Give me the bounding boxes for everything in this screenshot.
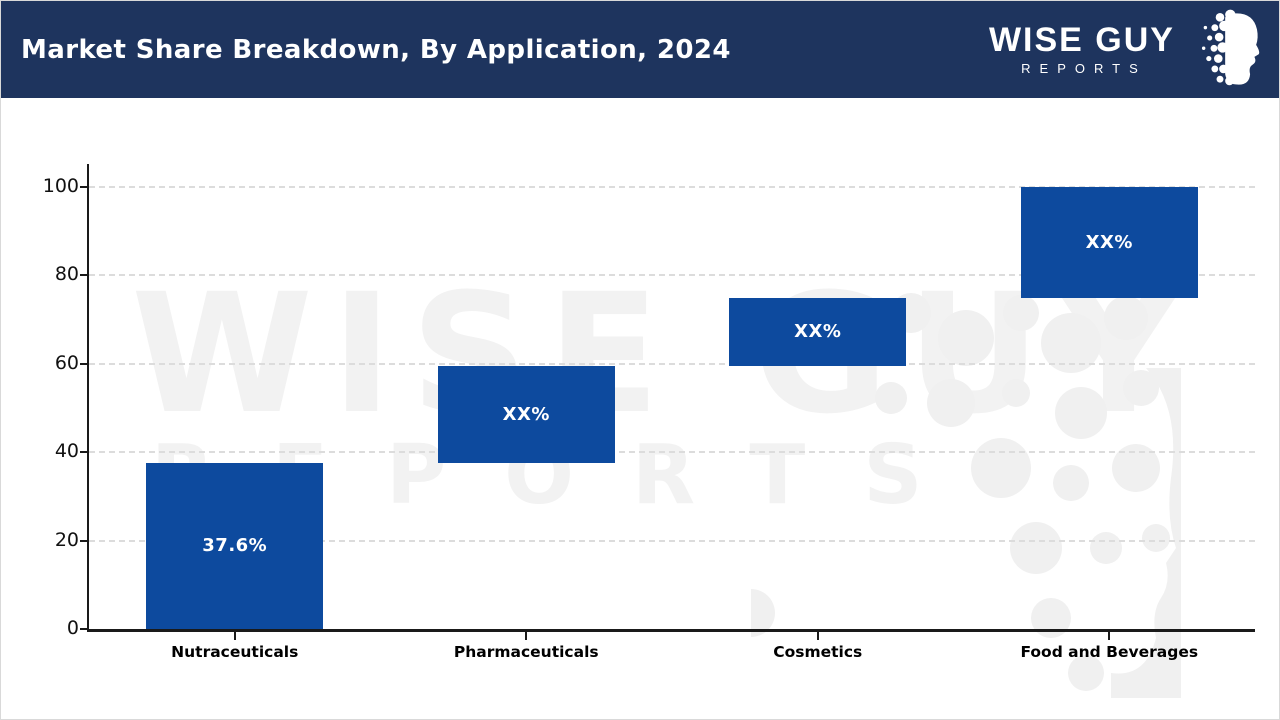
x-axis-label-1: Pharmaceuticals [453, 643, 599, 661]
y-tick-60 [80, 362, 88, 365]
gridline-20 [89, 539, 1255, 542]
wiseguy-logo: WISE GUY REPORTS [989, 8, 1263, 92]
gridline-80 [89, 274, 1255, 277]
bar-value-label: 37.6% [202, 535, 268, 557]
gridline-100 [89, 186, 1255, 188]
x-tick-1 [525, 632, 528, 640]
y-tick-label-0: 0 [66, 617, 79, 639]
x-tick-2 [816, 632, 819, 640]
gridline-40 [89, 451, 1255, 454]
x-axis-label-3: Food and Beverages [1020, 643, 1199, 661]
logo-face-icon [1201, 9, 1260, 85]
bar-cosmetics: XX% [729, 297, 907, 366]
y-tick-label-60: 60 [54, 351, 79, 374]
watermark-face-icon [751, 293, 1181, 698]
bar-nutraceuticals: 37.6% [146, 462, 324, 629]
bar-value-label: XX% [794, 321, 842, 343]
y-tick-40 [80, 451, 88, 454]
bar-value-label: XX% [502, 403, 550, 425]
logo-subtitle: REPORTS [1021, 61, 1147, 76]
y-tick-80 [80, 274, 88, 277]
bar-food-and-beverages: XX% [1020, 187, 1198, 298]
bar-chart: WISE GUY REPORTS 0 20 40 60 80 100 37.6% Nutrac… [1, 98, 1279, 719]
bar-value-label: XX% [1085, 231, 1133, 253]
report-header: Market Share Breakdown, By Application, … [1, 1, 1279, 98]
y-tick-0 [80, 628, 88, 630]
watermark-line1: WISE GUY [131, 258, 1197, 450]
gridline-60 [89, 362, 1255, 365]
y-tick-100 [80, 186, 88, 188]
x-tick-0 [233, 632, 236, 640]
y-tick-20 [80, 539, 88, 542]
y-tick-label-40: 40 [54, 440, 79, 463]
x-tick-3 [1108, 632, 1111, 640]
logo-text: WISE GUY REPORTS [989, 23, 1175, 76]
y-tick-label-100: 100 [42, 175, 79, 197]
page-title: Market Share Breakdown, By Application, … [21, 34, 731, 65]
x-axis-line [87, 629, 1255, 632]
x-axis-label-2: Cosmetics [773, 643, 863, 661]
y-tick-label-80: 80 [54, 263, 79, 286]
x-axis-label-0: Nutraceuticals [171, 643, 299, 661]
bar-pharmaceuticals: XX% [437, 366, 615, 463]
logo-wordmark: WISE GUY [988, 21, 1175, 59]
y-axis-line [87, 164, 89, 631]
y-tick-label-20: 20 [54, 528, 79, 551]
